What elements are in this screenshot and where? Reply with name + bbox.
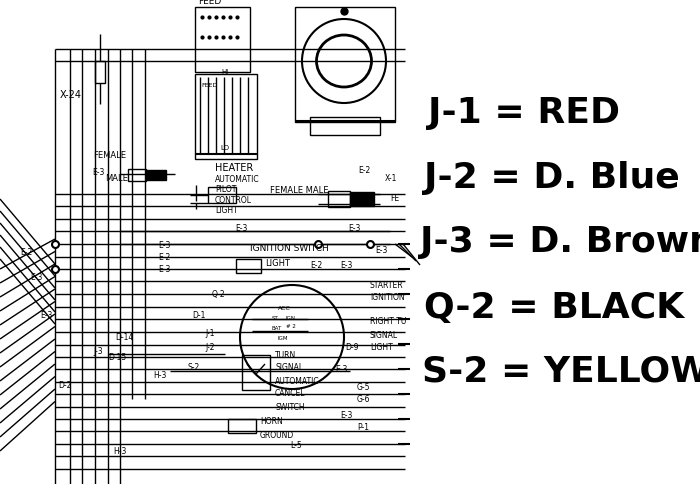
Text: S-2: S-2 [188,362,200,371]
Text: E-3: E-3 [375,245,387,254]
Text: CANCEL: CANCEL [275,389,305,398]
Text: IGN: IGN [286,315,296,320]
Text: D-9: D-9 [345,343,358,352]
Text: E-3: E-3 [335,365,347,374]
Text: D-14: D-14 [115,333,133,342]
Text: SIGNAL: SIGNAL [370,330,398,339]
Text: BAT: BAT [272,325,282,330]
Text: SWITCH: SWITCH [275,402,304,410]
Text: J-2 = D. Blue: J-2 = D. Blue [424,161,680,195]
Bar [228,419,256,433]
Text: HEATER: HEATER [215,163,253,173]
Bar [350,193,374,207]
Text: MALE: MALE [105,173,128,182]
Text: IGM: IGM [278,335,288,340]
Bar [208,188,236,204]
Text: S-2 = YELLOW: S-2 = YELLOW [422,354,700,388]
Text: STARTER: STARTER [370,280,404,289]
Text: J-3: J-3 [93,347,103,356]
Bar [295,8,395,123]
Text: E-2: E-2 [158,253,170,262]
Text: D-1: D-1 [192,310,205,319]
Bar [146,171,166,181]
Text: FE: FE [390,193,399,202]
Text: SIGNAL: SIGNAL [275,363,303,372]
Text: H-3: H-3 [113,447,127,455]
Bar [195,75,257,160]
Text: E-3: E-3 [40,310,52,319]
Text: Q-2 = BLACK: Q-2 = BLACK [424,290,684,324]
Text: P-1: P-1 [357,423,369,432]
Text: E-3: E-3 [92,167,104,176]
Bar [310,118,380,136]
Text: X-24: X-24 [60,90,82,100]
Text: IGNITION SWITCH: IGNITION SWITCH [250,243,329,252]
Text: E-3: E-3 [340,260,352,269]
Text: X-1: X-1 [385,173,398,182]
Text: AUTOMATIC: AUTOMATIC [275,376,320,385]
Text: LO: LO [220,145,230,151]
Text: E-2: E-2 [20,247,32,256]
Bar [328,192,350,208]
Text: J-3 = D. Brown: J-3 = D. Brown [420,225,700,258]
Text: E-2: E-2 [358,165,370,174]
Bar [195,8,250,73]
Bar [95,62,105,84]
Text: LIGHT: LIGHT [370,343,393,352]
Bar [236,259,261,273]
Text: E-3: E-3 [30,273,43,282]
Text: AUTOMATIC
PILOT
CONTROL
LIGHT: AUTOMATIC PILOT CONTROL LIGHT [215,175,260,215]
Text: LIGHT: LIGHT [265,258,290,267]
Text: G-6: G-6 [357,394,370,404]
Text: ACC: ACC [278,305,291,310]
Text: D-2: D-2 [58,380,71,389]
Text: FEMALE MALE: FEMALE MALE [270,185,328,194]
Text: IGNITION: IGNITION [370,293,405,302]
Text: E-3: E-3 [348,223,360,232]
Text: E-3: E-3 [158,265,170,274]
Text: E-3: E-3 [158,240,170,249]
Text: RIGHT TU: RIGHT TU [370,317,407,326]
Text: J-1 = RED: J-1 = RED [428,96,620,130]
Text: FEED: FEED [202,82,218,87]
Bar [128,170,146,182]
Text: Q-2: Q-2 [212,290,225,299]
Text: H-3: H-3 [153,370,167,378]
Text: E-3: E-3 [235,223,247,232]
Text: HI: HI [221,69,229,75]
Text: D-15: D-15 [108,353,126,362]
Text: FEMALE: FEMALE [93,150,126,159]
Bar [242,355,270,390]
Text: E-3: E-3 [340,409,352,419]
Text: E-2: E-2 [310,260,322,269]
Text: ST: ST [272,315,279,320]
Text: PILOT
FEED: PILOT FEED [197,0,223,6]
Text: J-2: J-2 [205,343,214,352]
Text: # 2: # 2 [286,323,296,328]
Text: TURN: TURN [275,350,296,359]
Bar [412,0,700,484]
Text: G-5: G-5 [357,383,370,392]
Text: J-1: J-1 [205,328,214,337]
Text: L-5: L-5 [290,439,302,449]
Text: GROUND: GROUND [260,430,294,439]
Text: HORN: HORN [260,417,283,425]
